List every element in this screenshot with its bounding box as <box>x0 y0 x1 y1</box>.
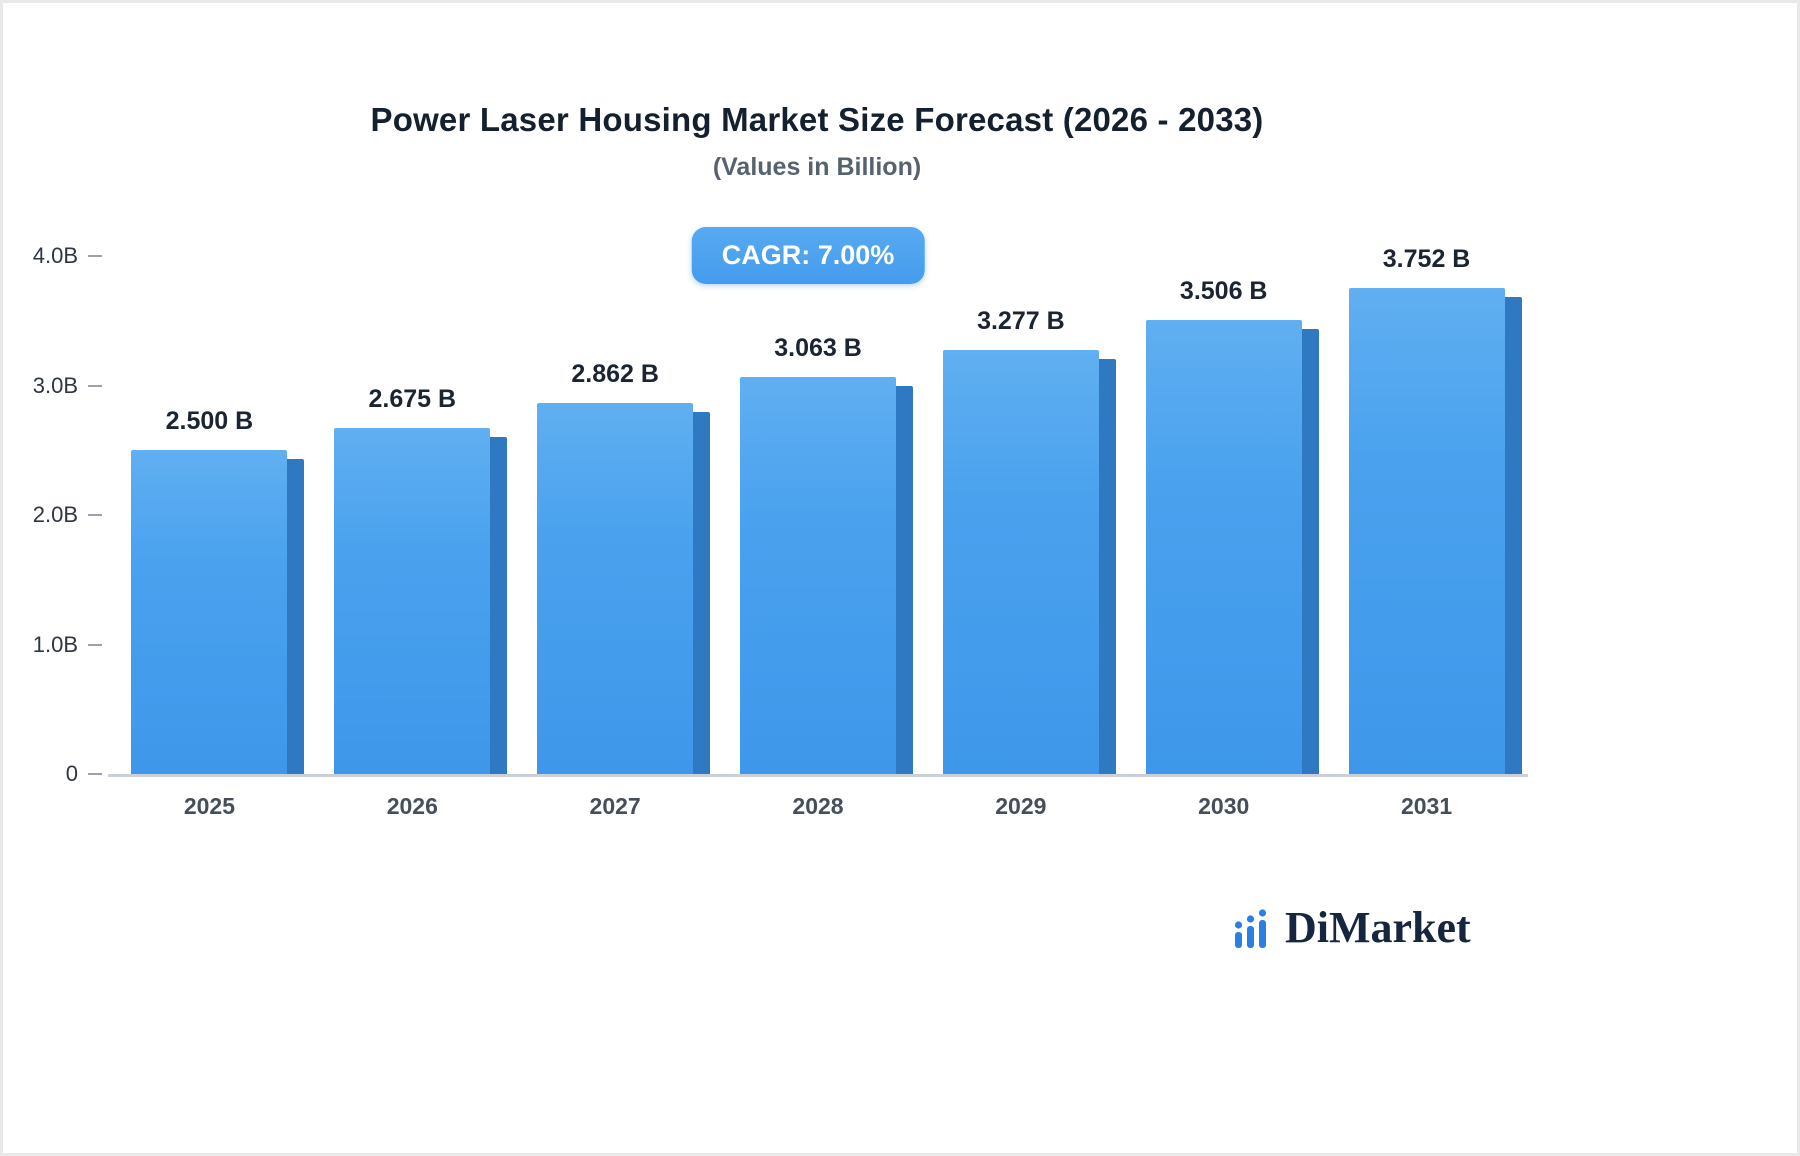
y-axis-tick-mark <box>88 514 102 516</box>
x-axis-label: 2028 <box>792 793 844 819</box>
y-axis-tick-mark <box>88 255 102 257</box>
bar-2027 <box>537 403 694 774</box>
bar-side-face <box>287 459 305 774</box>
logo-text: DiMarket <box>1285 903 1471 952</box>
bar-value-label: 2.500 B <box>165 407 254 436</box>
bar-side-face <box>896 386 913 774</box>
bar-value-label: 2.862 B <box>571 360 659 389</box>
bar-value-label: 3.506 B <box>1179 276 1268 305</box>
y-axis-tick-label: 3.0B <box>32 372 78 398</box>
page-title: Power Laser Housing Market Size Forecast… <box>370 101 1264 138</box>
cagr-badge: CAGR: 7.00% <box>691 227 925 284</box>
y-axis-tick-label: 0 <box>65 761 78 786</box>
y-axis-tick-mark <box>88 773 102 775</box>
bar-value-label: 2.675 B <box>368 384 457 413</box>
x-axis-label: 2026 <box>386 793 438 819</box>
bar-side-face <box>693 412 711 774</box>
x-axis-label: 2025 <box>183 793 236 819</box>
bar-side-face <box>1098 358 1116 774</box>
y-axis-tick-label: 4.0B <box>32 243 78 268</box>
page-subtitle: (Values in Billion) <box>712 153 922 181</box>
bar-value-label: 3.063 B <box>774 334 862 363</box>
bar-side-face <box>1504 297 1522 774</box>
y-axis-tick-mark <box>88 643 102 646</box>
dimarket-logo: DiMarket <box>1231 906 1471 950</box>
x-axis-label: 2029 <box>995 793 1047 819</box>
y-axis-tick-mark <box>88 384 102 387</box>
bar-side-face <box>1301 328 1319 774</box>
x-axis-label: 2031 <box>1400 793 1453 819</box>
bar-2028 <box>740 377 896 774</box>
bar-2030 <box>1145 319 1302 774</box>
bar-2029 <box>942 349 1099 774</box>
bar-value-label: 3.277 B <box>977 306 1065 335</box>
bar-side-face <box>490 436 508 774</box>
bar-2026 <box>334 427 491 774</box>
bar-2025 <box>131 450 288 774</box>
x-axis-label: 2030 <box>1198 793 1250 819</box>
bar-value-label: 3.752 B <box>1382 245 1471 274</box>
plot-area: 4.0B 3.0B 2.0B 1.0B 0 2.500 B 2025 2.675 B 2026 2… <box>33 243 1528 819</box>
x-axis-label: 2027 <box>589 793 641 819</box>
bar-chart-i-dots-icon <box>1231 906 1275 950</box>
bar-2031 <box>1348 288 1505 774</box>
y-axis-tick-label: 2.0B <box>32 502 78 527</box>
y-axis-tick-label: 1.0B <box>32 631 78 657</box>
